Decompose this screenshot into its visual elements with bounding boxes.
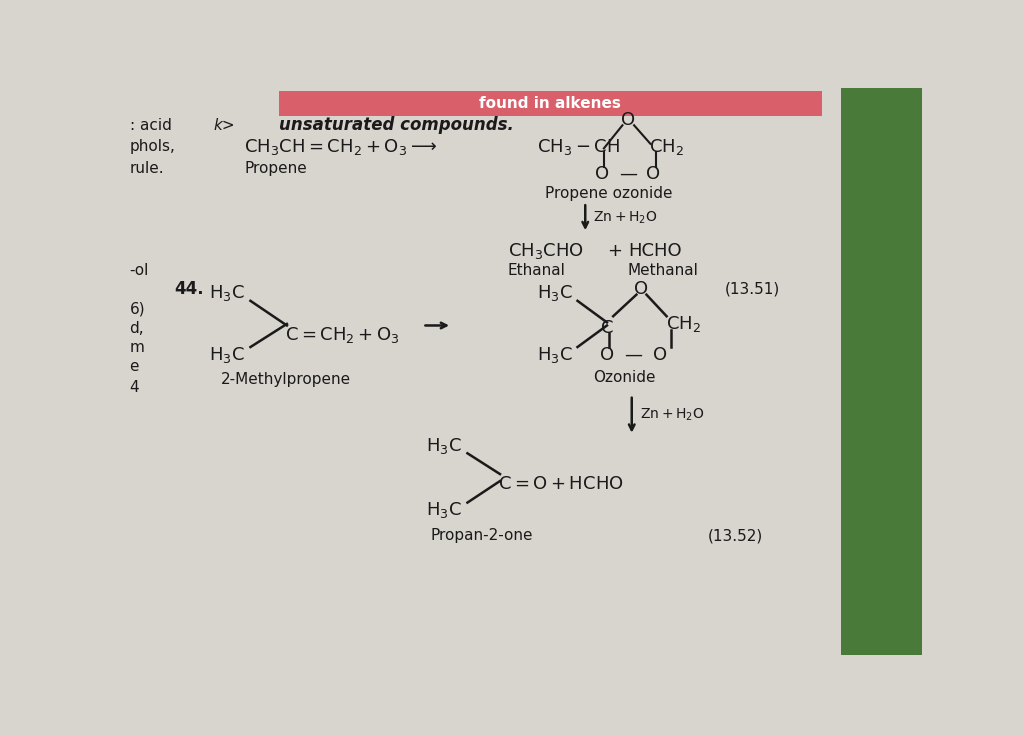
Text: C: C: [601, 319, 613, 337]
Text: -ol: -ol: [130, 263, 148, 277]
Text: $\mathregular{C=O + HCHO}$: $\mathregular{C=O + HCHO}$: [499, 475, 625, 493]
Text: —: —: [618, 165, 637, 183]
Text: Ozonide: Ozonide: [593, 370, 655, 386]
Text: $\mathregular{CH_3CH=CH_2+O_3\longrightarrow}$: $\mathregular{CH_3CH=CH_2+O_3\longrighta…: [245, 137, 437, 157]
Text: $\mathregular{H_3C}$: $\mathregular{H_3C}$: [209, 283, 245, 303]
Bar: [280, 91, 821, 116]
Text: $\mathregular{CH_2}$: $\mathregular{CH_2}$: [649, 137, 684, 157]
Text: O: O: [621, 111, 635, 129]
Text: Methanal: Methanal: [628, 263, 698, 277]
Text: $\mathregular{H_3C}$: $\mathregular{H_3C}$: [538, 283, 573, 303]
Text: HCHO: HCHO: [628, 242, 682, 260]
Text: $\mathregular{H_3C}$: $\mathregular{H_3C}$: [538, 344, 573, 365]
Text: O: O: [646, 165, 660, 183]
Text: unsaturated compounds.: unsaturated compounds.: [280, 116, 514, 134]
Text: m: m: [130, 339, 144, 355]
Text: $\mathregular{H_3C}$: $\mathregular{H_3C}$: [426, 436, 462, 456]
Text: (13.51): (13.51): [725, 281, 780, 296]
Text: d,: d,: [130, 321, 144, 336]
Text: O: O: [634, 280, 648, 298]
Text: —: —: [625, 346, 642, 364]
Text: O: O: [600, 346, 614, 364]
Text: O: O: [595, 165, 609, 183]
Text: $\mathregular{CH_3CHO}$: $\mathregular{CH_3CHO}$: [508, 241, 584, 261]
Text: rule.: rule.: [130, 161, 164, 176]
Text: $\mathregular{Zn + H_2O}$: $\mathregular{Zn + H_2O}$: [640, 406, 705, 423]
Text: $\mathregular{CH_2}$: $\mathregular{CH_2}$: [666, 314, 700, 334]
Text: Propan-2-one: Propan-2-one: [430, 528, 532, 543]
Text: $\mathregular{CH_3-CH}$: $\mathregular{CH_3-CH}$: [538, 137, 621, 157]
Text: $\mathregular{Zn + H_2O}$: $\mathregular{Zn + H_2O}$: [593, 210, 657, 226]
Text: $\mathregular{H_3C}$: $\mathregular{H_3C}$: [426, 500, 462, 520]
Text: e: e: [130, 358, 139, 374]
Text: +: +: [607, 242, 622, 260]
Text: phols,: phols,: [130, 139, 175, 155]
Text: : acid: : acid: [130, 118, 171, 132]
Text: k>: k>: [213, 118, 234, 132]
Text: Ethanal: Ethanal: [508, 263, 565, 277]
Bar: [841, 88, 922, 655]
Text: 44.: 44.: [174, 280, 204, 298]
Text: O: O: [652, 346, 667, 364]
Text: found in alkenes: found in alkenes: [479, 96, 622, 111]
Text: 6): 6): [130, 301, 145, 316]
Text: $\mathregular{H_3C}$: $\mathregular{H_3C}$: [209, 344, 245, 365]
Text: Propene: Propene: [245, 161, 307, 176]
Text: Propene ozonide: Propene ozonide: [545, 185, 672, 200]
Text: $\mathregular{C=CH_2+O_3}$: $\mathregular{C=CH_2+O_3}$: [285, 325, 399, 345]
Text: (13.52): (13.52): [708, 528, 763, 543]
Text: 4: 4: [130, 380, 139, 394]
Text: 2-Methylpropene: 2-Methylpropene: [221, 372, 351, 387]
